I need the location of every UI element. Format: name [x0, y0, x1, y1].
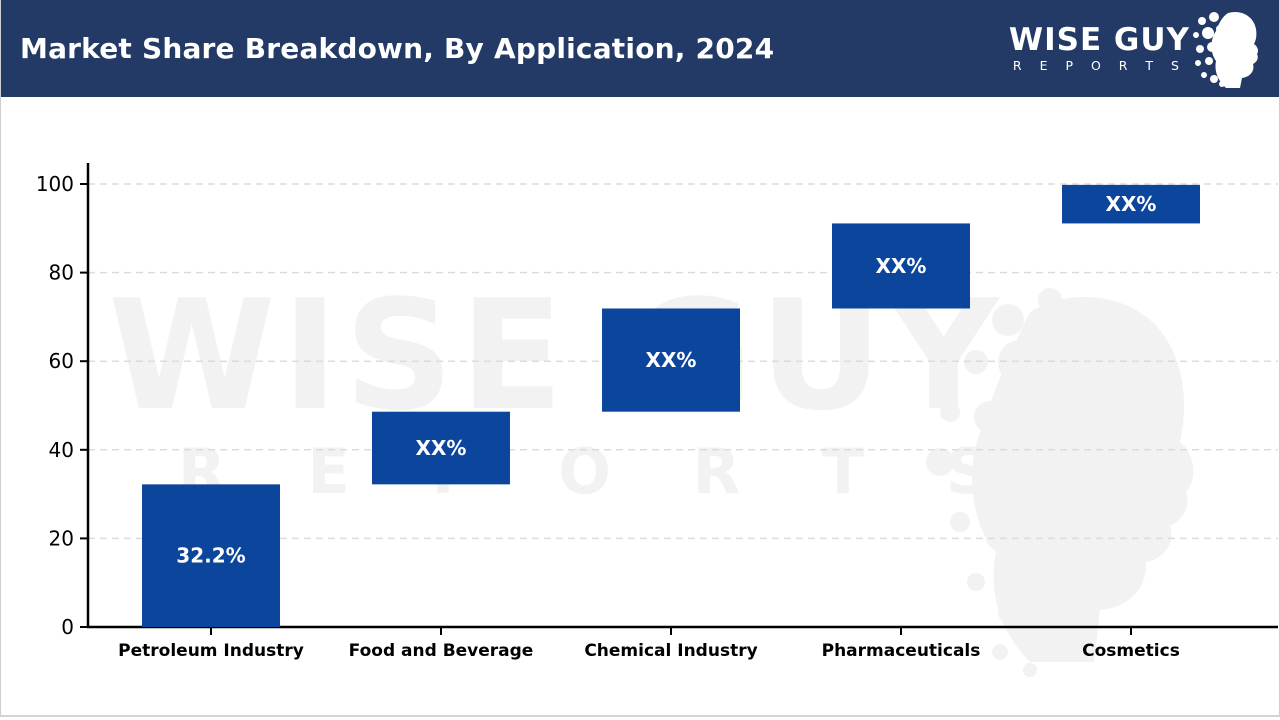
bar [832, 223, 970, 309]
brand-wordmark: WISE GUY [1008, 21, 1190, 58]
y-tick-label: 20 [49, 526, 74, 550]
brand-logo: WISE GUY R E P O R T S [1009, 9, 1260, 89]
bar [602, 308, 740, 412]
y-tick-label: 60 [49, 349, 74, 373]
y-tick-label: 100 [36, 172, 74, 196]
header-bar: Market Share Breakdown, By Application, … [0, 0, 1280, 97]
brand-reports-text: R E P O R T S [1012, 57, 1186, 73]
y-tick-label: 80 [49, 261, 74, 285]
bar-value-label: XX% [876, 254, 927, 278]
bar [1062, 184, 1200, 224]
chart-title: Market Share Breakdown, By Application, … [20, 32, 775, 65]
x-tick-label: Chemical Industry [584, 641, 757, 661]
y-tick-label: 0 [61, 615, 74, 639]
x-tick-label: Food and Beverage [349, 641, 534, 661]
x-tick-label: Cosmetics [1082, 641, 1180, 661]
y-tick-label: 40 [49, 438, 74, 462]
x-tick-label: Petroleum Industry [118, 641, 304, 661]
bar-value-label: XX% [646, 348, 697, 372]
x-tick-label: Pharmaceuticals [822, 641, 981, 661]
brand-wordmark-block: WISE GUY R E P O R T S [1008, 21, 1190, 73]
bar [142, 484, 280, 627]
bar-value-label: 32.2% [176, 544, 245, 568]
bar [372, 411, 510, 485]
logo-head-icon [1193, 11, 1258, 88]
bar-value-label: XX% [1106, 192, 1157, 216]
bar-value-label: XX% [416, 436, 467, 460]
